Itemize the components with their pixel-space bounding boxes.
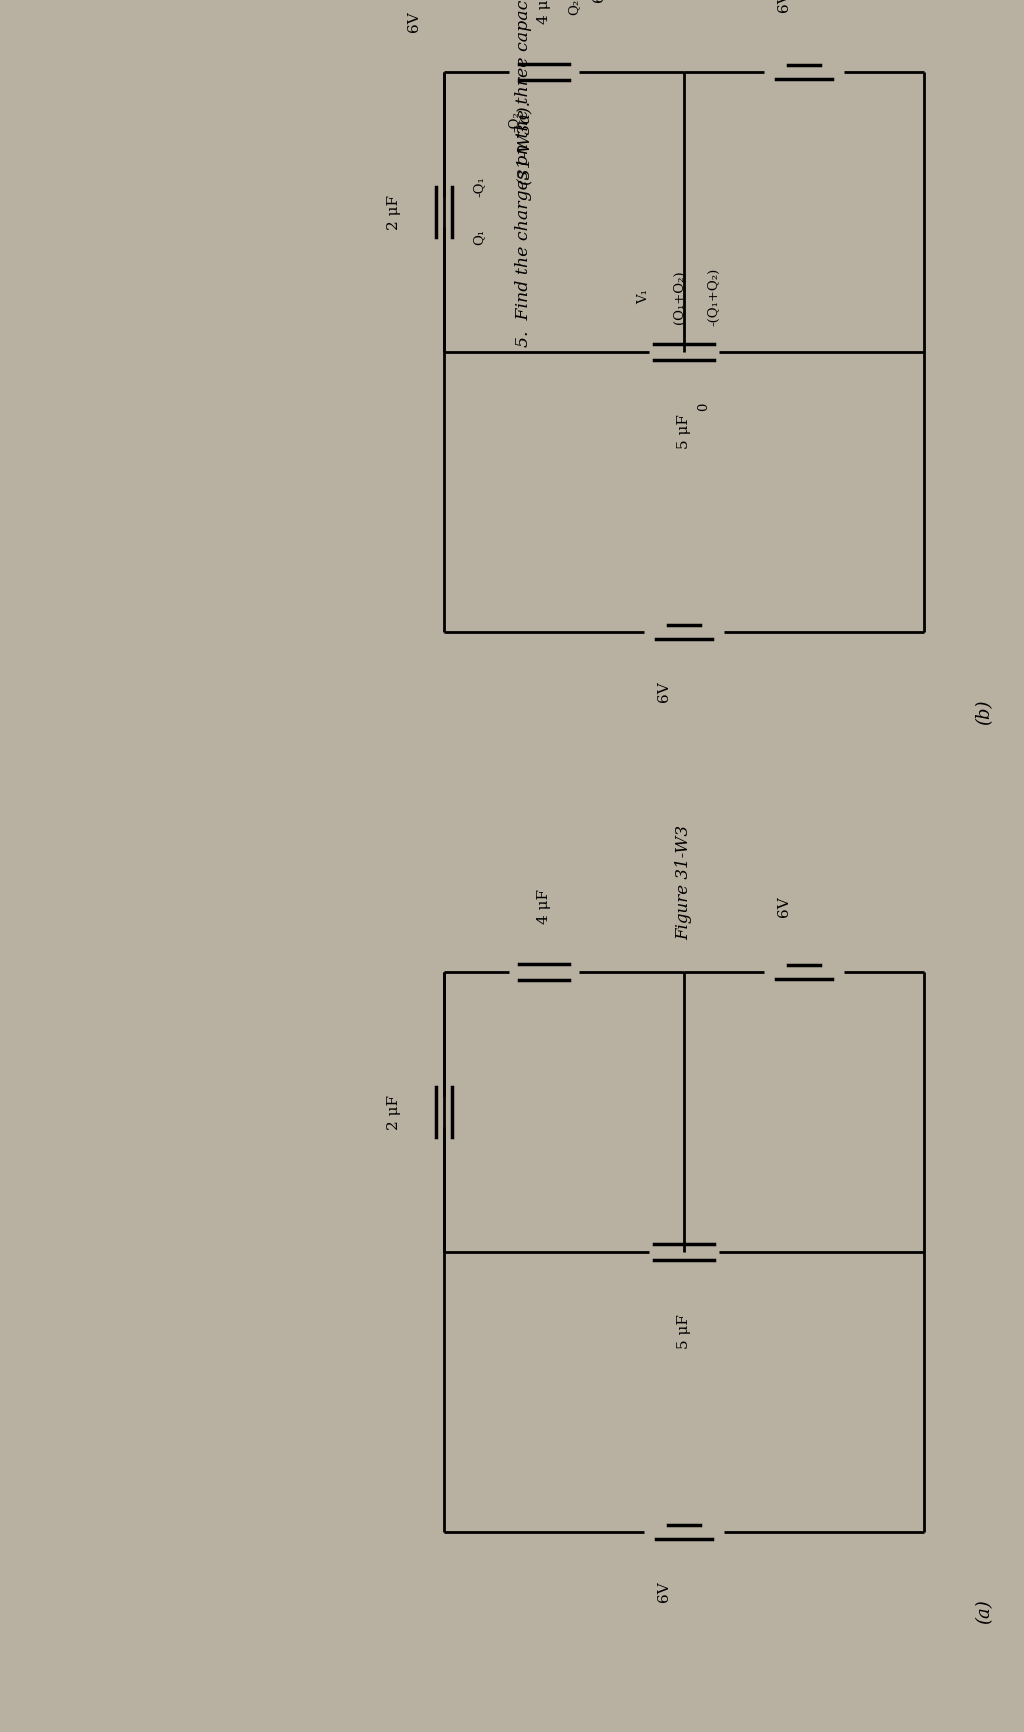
Text: -Q₂: -Q₂ [508, 111, 520, 132]
Text: (b): (b) [975, 700, 993, 724]
Text: Figure 31-W3: Figure 31-W3 [676, 824, 692, 939]
Text: 5.  Find the charges on the three capacitors shown in figure: 5. Find the charges on the three capacit… [515, 0, 532, 346]
Text: (a): (a) [975, 1600, 993, 1625]
Text: -(Q₁+Q₂): -(Q₁+Q₂) [708, 268, 721, 326]
Text: 6V: 6V [777, 0, 791, 12]
Text: Q₁: Q₁ [472, 229, 485, 244]
Text: V₁: V₁ [638, 289, 650, 305]
Text: -Q₁: -Q₁ [472, 177, 485, 197]
Text: 6V: 6V [592, 0, 606, 2]
Text: 0: 0 [697, 404, 711, 410]
Text: 6V: 6V [407, 12, 421, 33]
Text: 2 μF: 2 μF [387, 194, 401, 230]
Text: (Q₁+Q₂): (Q₁+Q₂) [673, 270, 685, 324]
Text: 6V: 6V [657, 1581, 671, 1602]
Text: 5 μF: 5 μF [677, 1315, 691, 1349]
Text: 4 μF: 4 μF [537, 0, 551, 24]
Text: (31-W3a).: (31-W3a). [515, 99, 532, 185]
Text: 5 μF: 5 μF [677, 414, 691, 449]
Text: 6V: 6V [777, 897, 791, 918]
Text: 4 μF: 4 μF [537, 890, 551, 925]
Text: 2 μF: 2 μF [387, 1095, 401, 1129]
Text: 6V: 6V [657, 682, 671, 703]
Text: Q₂: Q₂ [567, 0, 581, 16]
